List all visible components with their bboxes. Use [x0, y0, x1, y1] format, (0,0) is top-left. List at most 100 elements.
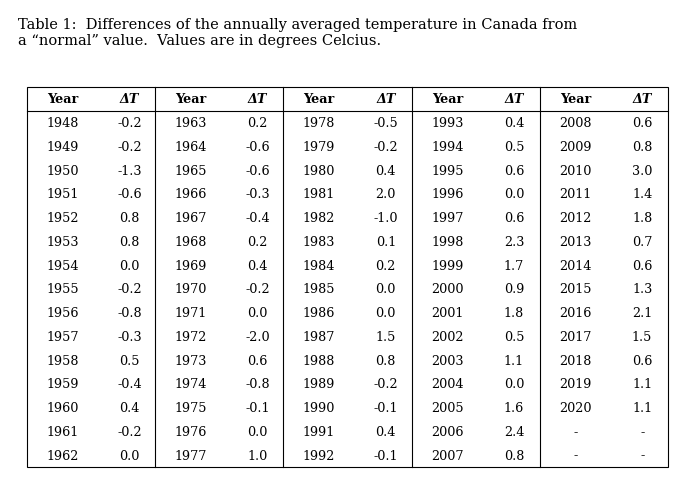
Text: 0.0: 0.0: [376, 283, 396, 296]
Text: 0.5: 0.5: [504, 140, 524, 153]
Text: 1956: 1956: [46, 306, 79, 319]
Text: 0.1: 0.1: [376, 235, 396, 248]
Text: 0.6: 0.6: [632, 354, 652, 367]
Text: 1959: 1959: [46, 378, 79, 391]
Text: 2011: 2011: [559, 188, 592, 201]
Text: 0.4: 0.4: [376, 425, 396, 438]
Text: 0.8: 0.8: [119, 235, 139, 248]
Text: 1.0: 1.0: [247, 449, 267, 462]
Text: 0.0: 0.0: [504, 188, 524, 201]
Text: Table 1:  Differences of the annually averaged temperature in Canada from: Table 1: Differences of the annually ave…: [18, 18, 578, 32]
Text: 1949: 1949: [46, 140, 79, 153]
Text: 0.8: 0.8: [632, 140, 652, 153]
Text: -0.6: -0.6: [245, 164, 270, 177]
Text: 2019: 2019: [559, 378, 592, 391]
Text: 1951: 1951: [46, 188, 79, 201]
Text: 1971: 1971: [175, 306, 207, 319]
Text: 1978: 1978: [303, 117, 335, 130]
Text: 0.6: 0.6: [632, 259, 652, 272]
Text: Year: Year: [304, 93, 335, 106]
Text: 1.8: 1.8: [632, 212, 652, 225]
Text: 1975: 1975: [174, 401, 207, 414]
Text: 2.4: 2.4: [504, 425, 524, 438]
Text: 1957: 1957: [46, 330, 79, 343]
Text: 1979: 1979: [303, 140, 335, 153]
Text: 2018: 2018: [559, 354, 592, 367]
Text: -0.3: -0.3: [117, 330, 141, 343]
Text: 0.7: 0.7: [632, 235, 652, 248]
Text: 0.0: 0.0: [119, 449, 139, 462]
Text: 0.8: 0.8: [504, 449, 524, 462]
Text: 1989: 1989: [303, 378, 335, 391]
Text: 1987: 1987: [303, 330, 335, 343]
Text: 1986: 1986: [303, 306, 335, 319]
Text: 1969: 1969: [175, 259, 207, 272]
Text: -: -: [640, 425, 644, 438]
Text: -0.6: -0.6: [245, 140, 270, 153]
Text: 2014: 2014: [559, 259, 592, 272]
Text: 1995: 1995: [431, 164, 463, 177]
Text: 1965: 1965: [174, 164, 207, 177]
Text: -1.3: -1.3: [117, 164, 141, 177]
Text: 1992: 1992: [303, 449, 335, 462]
Text: 1.3: 1.3: [632, 283, 652, 296]
Text: ΔT: ΔT: [248, 93, 267, 106]
Text: 2.3: 2.3: [504, 235, 524, 248]
Text: ΔT: ΔT: [120, 93, 139, 106]
Text: ΔT: ΔT: [633, 93, 652, 106]
Text: 2012: 2012: [559, 212, 592, 225]
Text: 0.8: 0.8: [376, 354, 396, 367]
Text: 1976: 1976: [175, 425, 207, 438]
Text: 1994: 1994: [431, 140, 463, 153]
Text: Year: Year: [432, 93, 463, 106]
Text: 0.0: 0.0: [376, 306, 396, 319]
Text: 2003: 2003: [431, 354, 463, 367]
Text: 2001: 2001: [431, 306, 463, 319]
Text: 1983: 1983: [303, 235, 335, 248]
Text: Year: Year: [560, 93, 591, 106]
Text: 1952: 1952: [46, 212, 79, 225]
Text: -0.1: -0.1: [374, 449, 398, 462]
Text: 1984: 1984: [303, 259, 335, 272]
Text: -0.3: -0.3: [245, 188, 270, 201]
Text: -0.2: -0.2: [117, 117, 141, 130]
Text: 1973: 1973: [175, 354, 207, 367]
Text: -: -: [640, 449, 644, 462]
Text: 1.1: 1.1: [504, 354, 524, 367]
Text: 2006: 2006: [431, 425, 463, 438]
Text: ΔT: ΔT: [504, 93, 524, 106]
Text: 1.1: 1.1: [632, 378, 652, 391]
Text: Year: Year: [47, 93, 78, 106]
Text: 2020: 2020: [559, 401, 592, 414]
Text: -0.5: -0.5: [373, 117, 398, 130]
Text: 1974: 1974: [175, 378, 207, 391]
Text: 2002: 2002: [431, 330, 463, 343]
Text: 1963: 1963: [175, 117, 207, 130]
Text: 1980: 1980: [303, 164, 335, 177]
Text: 1982: 1982: [303, 212, 335, 225]
Text: -: -: [573, 425, 578, 438]
Text: 1961: 1961: [47, 425, 79, 438]
Text: -0.2: -0.2: [117, 425, 141, 438]
Text: 1967: 1967: [175, 212, 207, 225]
Text: 1988: 1988: [303, 354, 335, 367]
Text: 1.4: 1.4: [632, 188, 652, 201]
Text: 1966: 1966: [175, 188, 207, 201]
Text: 0.0: 0.0: [504, 378, 524, 391]
Text: 1.8: 1.8: [504, 306, 524, 319]
Text: 0.4: 0.4: [247, 259, 267, 272]
Text: 2015: 2015: [559, 283, 592, 296]
Text: 0.0: 0.0: [247, 425, 267, 438]
Text: 1999: 1999: [431, 259, 463, 272]
Text: 2010: 2010: [559, 164, 592, 177]
Text: 1981: 1981: [303, 188, 335, 201]
Text: 0.4: 0.4: [376, 164, 396, 177]
Text: 2.1: 2.1: [632, 306, 652, 319]
Text: 2005: 2005: [431, 401, 463, 414]
Text: 0.4: 0.4: [119, 401, 139, 414]
Text: 1948: 1948: [46, 117, 79, 130]
Text: 1991: 1991: [303, 425, 335, 438]
Text: 0.2: 0.2: [247, 117, 267, 130]
Text: 1.5: 1.5: [376, 330, 396, 343]
Text: 2008: 2008: [559, 117, 592, 130]
